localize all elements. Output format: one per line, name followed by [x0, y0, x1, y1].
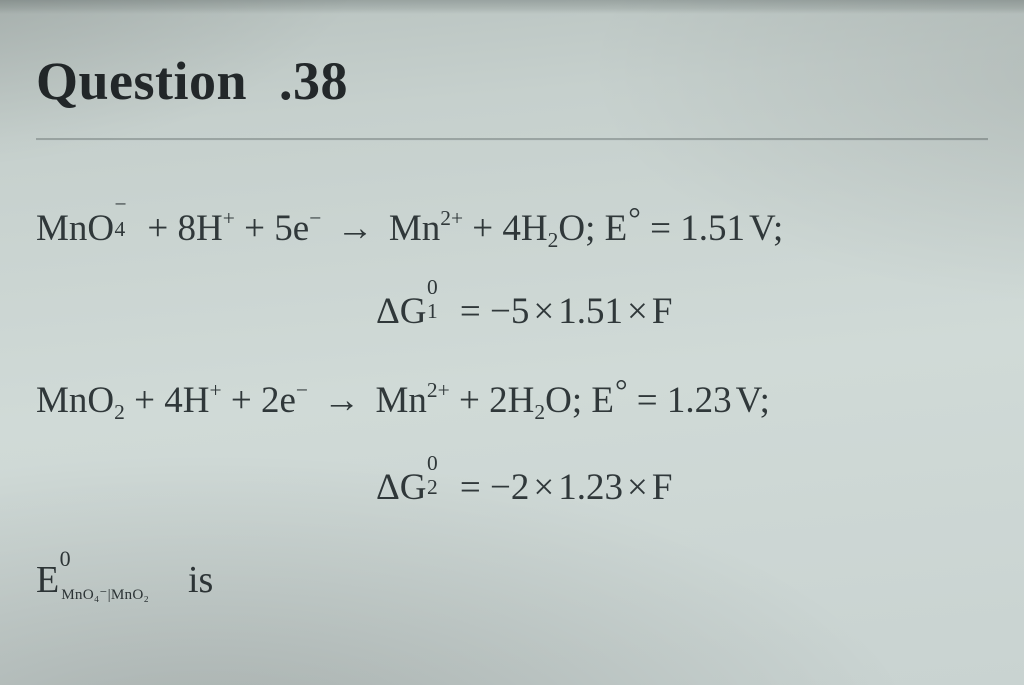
- r2-Eunit: V: [736, 380, 760, 421]
- final-couple-sub: MnO₄⁻|MnO₂: [59, 586, 149, 603]
- dg1-minus: −: [490, 291, 511, 332]
- r2-Hplus: +: [209, 378, 221, 402]
- final-is: is: [188, 559, 213, 601]
- r1-H2O-H: H: [521, 208, 548, 249]
- r1-semi: ;: [585, 208, 595, 249]
- r1-mno4-charges: −4: [114, 203, 138, 240]
- r2-arrow: →: [317, 380, 366, 421]
- dg1-ss: 01: [427, 286, 451, 323]
- dg1-G: G: [400, 291, 427, 332]
- r2-H2O-H: H: [508, 380, 535, 421]
- r2-plus2: +: [231, 380, 261, 421]
- r2-e: e: [279, 380, 295, 421]
- delta-g-1: ΔG01 = −5×1.51×F: [36, 286, 988, 335]
- title-number: 38: [293, 51, 348, 111]
- r2-semi: ;: [572, 380, 582, 421]
- r1-plus3: +: [472, 208, 502, 249]
- dg2-delta: Δ: [376, 467, 400, 508]
- r1-4: 4: [502, 208, 521, 249]
- r1-8: 8: [178, 208, 197, 249]
- r2-Eval: 1.23: [667, 380, 732, 421]
- r2-4: 4: [164, 380, 183, 421]
- dg1-t2: ×: [627, 291, 648, 332]
- dg2-minus: −: [490, 467, 511, 508]
- title-word: Question: [36, 51, 247, 111]
- delta-g-2: ΔG02 = −2×1.23×F: [36, 462, 988, 511]
- r2-plus1: +: [134, 380, 164, 421]
- dg1-delta: Δ: [376, 291, 400, 332]
- dg2-E: 1.23: [558, 467, 623, 508]
- title-underline: [36, 138, 988, 141]
- r2-Edeg: °: [614, 373, 628, 408]
- reaction-2: MnO2 + 4H+ + 2e− → Mn2+ + 2H2O; E° = 1.2…: [36, 371, 988, 426]
- r2-eq: =: [637, 380, 667, 421]
- final-E: E: [36, 559, 59, 601]
- r1-mno4: MnO: [36, 208, 114, 249]
- r1-arrow: →: [331, 208, 380, 249]
- r1-plus1: +: [147, 208, 177, 249]
- r2-Elabel: E: [591, 380, 614, 421]
- top-shadow-strip: [0, 0, 1024, 14]
- r1-Mn: Mn: [389, 208, 440, 249]
- r2-mno2-sub: 2: [114, 400, 125, 424]
- r2-H: H: [183, 380, 210, 421]
- r1-e: e: [293, 208, 309, 249]
- dg2-G: G: [400, 467, 427, 508]
- dg2-t2: ×: [627, 467, 648, 508]
- r2-tailsemi: ;: [760, 380, 770, 421]
- r1-Eval: 1.51: [680, 208, 745, 249]
- final-E-ss: 0 MnO₄⁻|MnO₂: [59, 557, 149, 595]
- dg2-eq: =: [460, 467, 490, 508]
- r1-5: 5: [274, 208, 293, 249]
- dg2-n: 2: [511, 467, 530, 508]
- question-page: Question .38 MnO−4 + 8H+ + 5e− → Mn2+ + …: [0, 0, 1024, 685]
- dg1-n: 5: [511, 291, 530, 332]
- reaction-1: MnO−4 + 8H+ + 5e− → Mn2+ + 4H2O; E° = 1.…: [36, 199, 988, 254]
- r1-Hplus: +: [223, 206, 235, 230]
- r2-plus3: +: [459, 380, 489, 421]
- dg2-t1: ×: [533, 467, 554, 508]
- r2-Mn: Mn: [376, 380, 427, 421]
- r1-Elabel: E: [605, 208, 628, 249]
- r2-mno2: MnO: [36, 380, 114, 421]
- r1-H2O-2: 2: [548, 228, 559, 252]
- r1-plus2: +: [244, 208, 274, 249]
- r1-H: H: [196, 208, 223, 249]
- final-line: E 0 MnO₄⁻|MnO₂ is: [36, 557, 988, 605]
- r2-eminus: −: [296, 378, 308, 402]
- question-title: Question .38: [36, 50, 988, 112]
- r1-eminus: −: [309, 206, 321, 230]
- question-body: MnO−4 + 8H+ + 5e− → Mn2+ + 4H2O; E° = 1.…: [36, 199, 988, 604]
- r2-2: 2: [261, 380, 280, 421]
- dg1-F: F: [652, 291, 673, 332]
- r1-Edeg: °: [627, 201, 641, 236]
- r1-Eunit: V: [749, 208, 773, 249]
- r1-eq: =: [650, 208, 680, 249]
- dg2-F: F: [652, 467, 673, 508]
- dg2-ss: 02: [427, 462, 451, 499]
- dg1-E: 1.51: [558, 291, 623, 332]
- r2-Mn2plus: 2+: [427, 378, 450, 402]
- r1-H2O-O: O: [558, 208, 585, 249]
- r2-H2O-2: 2: [534, 400, 545, 424]
- dg1-eq: =: [460, 291, 490, 332]
- r1-Mn2plus: 2+: [440, 206, 463, 230]
- r2-2b: 2: [489, 380, 508, 421]
- r1-tailsemi: ;: [773, 208, 783, 249]
- r2-H2O-O: O: [545, 380, 572, 421]
- title-dot: .: [279, 51, 293, 111]
- dg1-t1: ×: [533, 291, 554, 332]
